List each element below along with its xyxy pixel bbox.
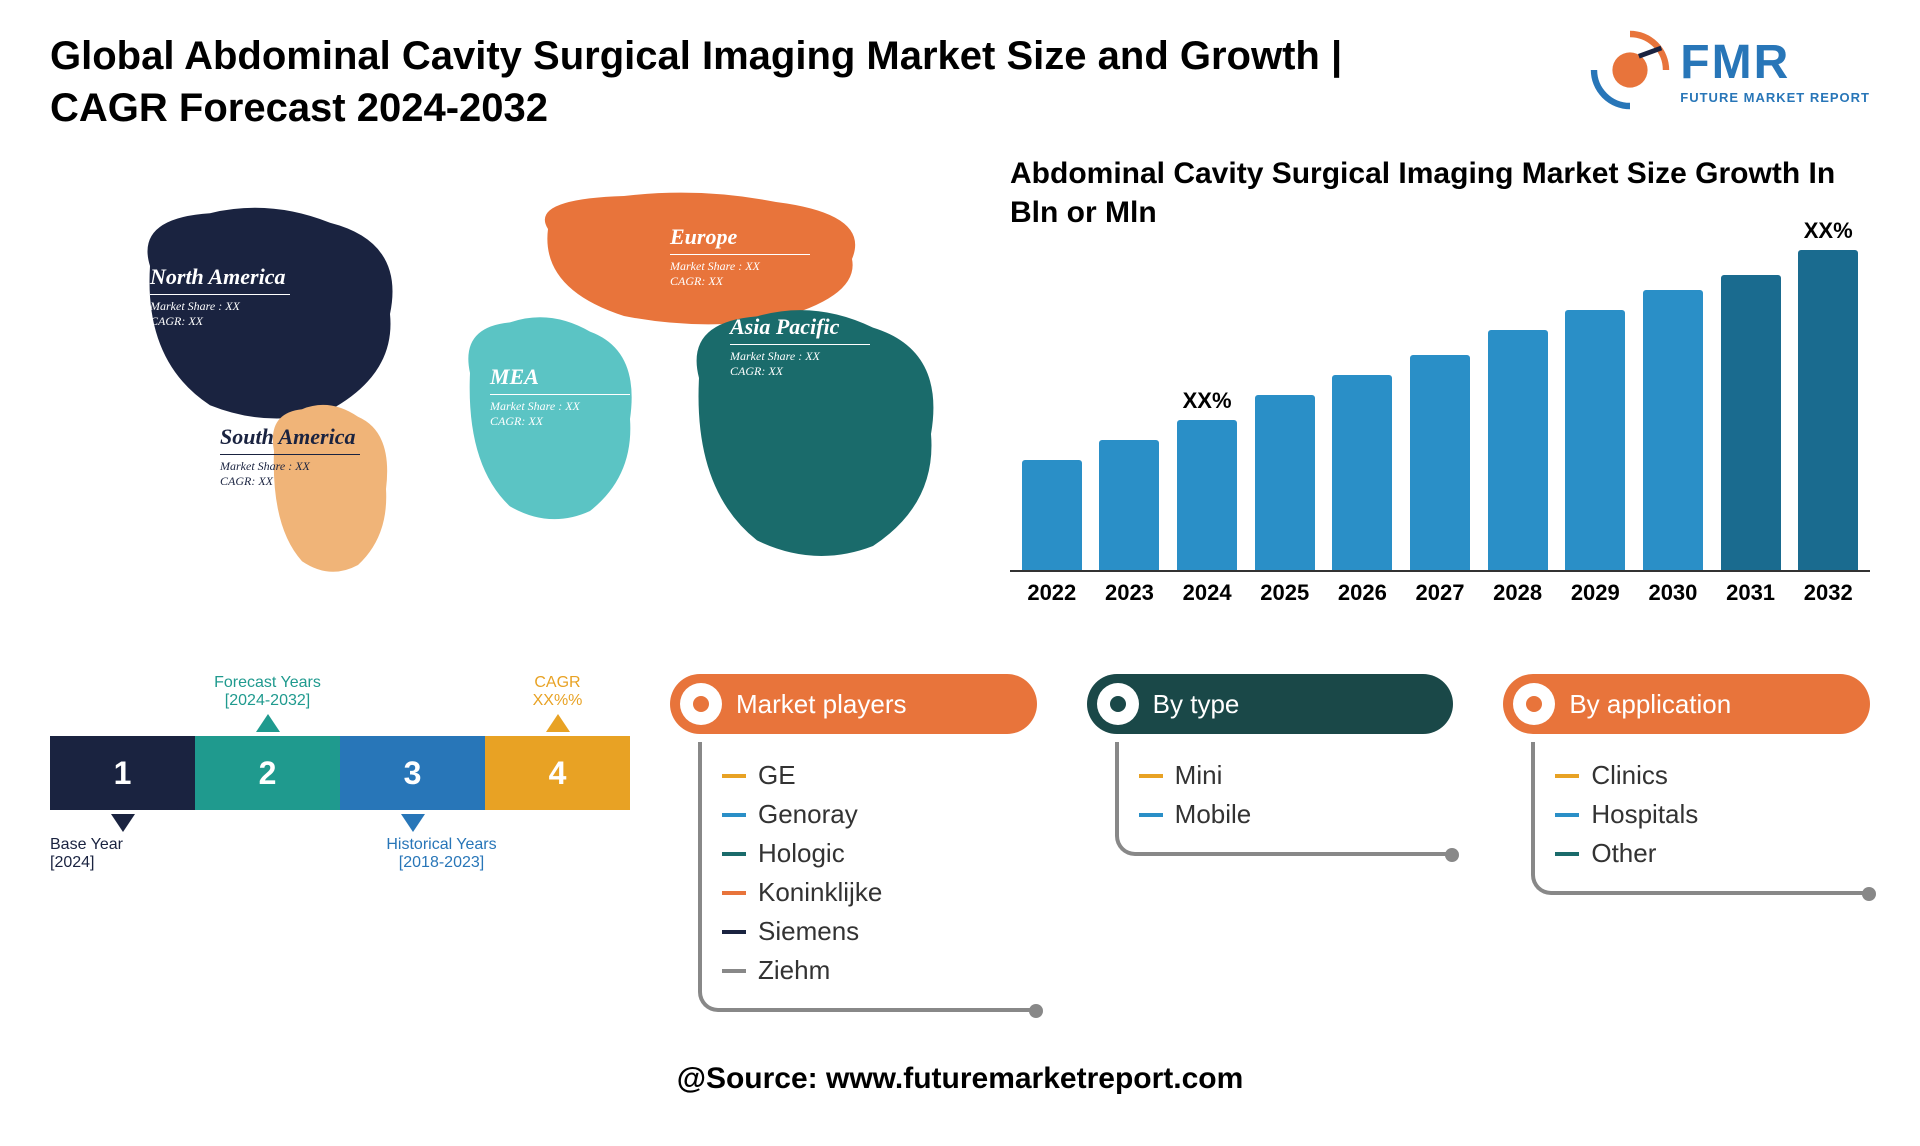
region-label: North AmericaMarket Share : XXCAGR: XX <box>150 264 290 329</box>
bar <box>1488 330 1548 570</box>
bar-group: 2030 <box>1641 290 1705 570</box>
bar <box>1410 355 1470 570</box>
logo: FMR FUTURE MARKET REPORT <box>1590 30 1870 110</box>
bullet-icon <box>1555 774 1579 778</box>
forecast-label: Forecast Years [2024-2032] <box>195 674 340 710</box>
bar-group: 2027 <box>1408 355 1472 570</box>
bar-group: XX%2032 <box>1796 250 1860 570</box>
bullet-icon <box>1555 852 1579 856</box>
dot-icon <box>1097 683 1139 725</box>
cagr-label: CAGR XX%% <box>485 674 630 710</box>
bar <box>1255 395 1315 570</box>
chart-title: Abdominal Cavity Surgical Imaging Market… <box>1010 154 1870 232</box>
dot-icon <box>1513 683 1555 725</box>
category-item: GE <box>722 760 1017 791</box>
bullet-icon <box>722 930 746 934</box>
bullet-icon <box>722 813 746 817</box>
arrow-down-icon <box>401 814 425 832</box>
category-item: Koninklijke <box>722 877 1017 908</box>
source-text: @Source: www.futuremarketreport.com <box>50 1062 1870 1096</box>
timeline-segment: 4 <box>485 736 630 810</box>
logo-main: FMR <box>1680 35 1870 90</box>
bar <box>1332 375 1392 570</box>
timeline-segment: 2 <box>195 736 340 810</box>
region-label: Asia PacificMarket Share : XXCAGR: XX <box>730 314 870 379</box>
bar <box>1643 290 1703 570</box>
category-item: Mini <box>1139 760 1434 791</box>
logo-sub: FUTURE MARKET REPORT <box>1680 90 1870 105</box>
arrow-up-icon <box>546 714 570 732</box>
bar-year: 2031 <box>1726 580 1775 606</box>
timeline-segment: 3 <box>340 736 485 810</box>
base-year-label: Base Year [2024] <box>50 836 195 872</box>
region-south-america <box>260 394 400 584</box>
category-body: Mini Mobile <box>1115 742 1454 856</box>
bar-year: 2027 <box>1416 580 1465 606</box>
bar-year: 2029 <box>1571 580 1620 606</box>
bar <box>1721 275 1781 570</box>
bar <box>1565 310 1625 570</box>
category-item: Clinics <box>1555 760 1850 791</box>
bar <box>1022 460 1082 570</box>
bar-group: 2031 <box>1719 275 1783 570</box>
category-item: Other <box>1555 838 1850 869</box>
timeline-segment: 1 <box>50 736 195 810</box>
category-item: Mobile <box>1139 799 1434 830</box>
bar-group: 2029 <box>1563 310 1627 570</box>
category-body: Clinics Hospitals Other <box>1531 742 1870 895</box>
region-label: MEAMarket Share : XXCAGR: XX <box>490 364 630 429</box>
logo-icon <box>1590 30 1670 110</box>
category-body: GE Genoray Hologic Koninklijke Siemens Ziehm <box>698 742 1037 1012</box>
timeline: Forecast Years [2024-2032] CAGR XX%% 123… <box>50 674 630 974</box>
bar <box>1099 440 1159 570</box>
category-header: Market players <box>670 674 1037 734</box>
bar-group: 2022 <box>1020 460 1084 570</box>
bar-group: XX%2024 <box>1175 420 1239 570</box>
region-label: South AmericaMarket Share : XXCAGR: XX <box>220 424 360 489</box>
category-by-application: By application Clinics Hospitals Other <box>1503 674 1870 1012</box>
category-header: By application <box>1503 674 1870 734</box>
bullet-icon <box>722 969 746 973</box>
bar-year: 2032 <box>1804 580 1853 606</box>
bullet-icon <box>1555 813 1579 817</box>
dot-icon <box>680 683 722 725</box>
bar-year: 2023 <box>1105 580 1154 606</box>
category-header: By type <box>1087 674 1454 734</box>
category-item: Ziehm <box>722 955 1017 986</box>
bullet-icon <box>722 891 746 895</box>
category-item: Siemens <box>722 916 1017 947</box>
bar-group: 2025 <box>1253 395 1317 570</box>
category-by-type: By type Mini Mobile <box>1087 674 1454 1012</box>
category-market-players: Market players GE Genoray Hologic Koninklij… <box>670 674 1037 1012</box>
bar <box>1798 250 1858 570</box>
bar-group: 2028 <box>1486 330 1550 570</box>
category-item: Hospitals <box>1555 799 1850 830</box>
region-label: EuropeMarket Share : XXCAGR: XX <box>670 224 810 289</box>
bar-year: 2030 <box>1648 580 1697 606</box>
page-title: Global Abdominal Cavity Surgical Imaging… <box>50 30 1450 134</box>
bar-group: 2026 <box>1331 375 1395 570</box>
arrow-up-icon <box>256 714 280 732</box>
bar-year: 2028 <box>1493 580 1542 606</box>
bar-group: 2023 <box>1098 440 1162 570</box>
bullet-icon <box>722 852 746 856</box>
bar-year: 2026 <box>1338 580 1387 606</box>
bullet-icon <box>1139 813 1163 817</box>
arrow-down-icon <box>111 814 135 832</box>
bar-year: 2024 <box>1183 580 1232 606</box>
bar-year: 2022 <box>1027 580 1076 606</box>
bar-chart: Abdominal Cavity Surgical Imaging Market… <box>1010 154 1870 594</box>
bullet-icon <box>1139 774 1163 778</box>
bullet-icon <box>722 774 746 778</box>
category-item: Genoray <box>722 799 1017 830</box>
category-item: Hologic <box>722 838 1017 869</box>
historical-label: Historical Years [2018-2023] <box>340 836 543 872</box>
bar <box>1177 420 1237 570</box>
bar-year: 2025 <box>1260 580 1309 606</box>
world-map: North AmericaMarket Share : XXCAGR: XX S… <box>50 154 970 594</box>
